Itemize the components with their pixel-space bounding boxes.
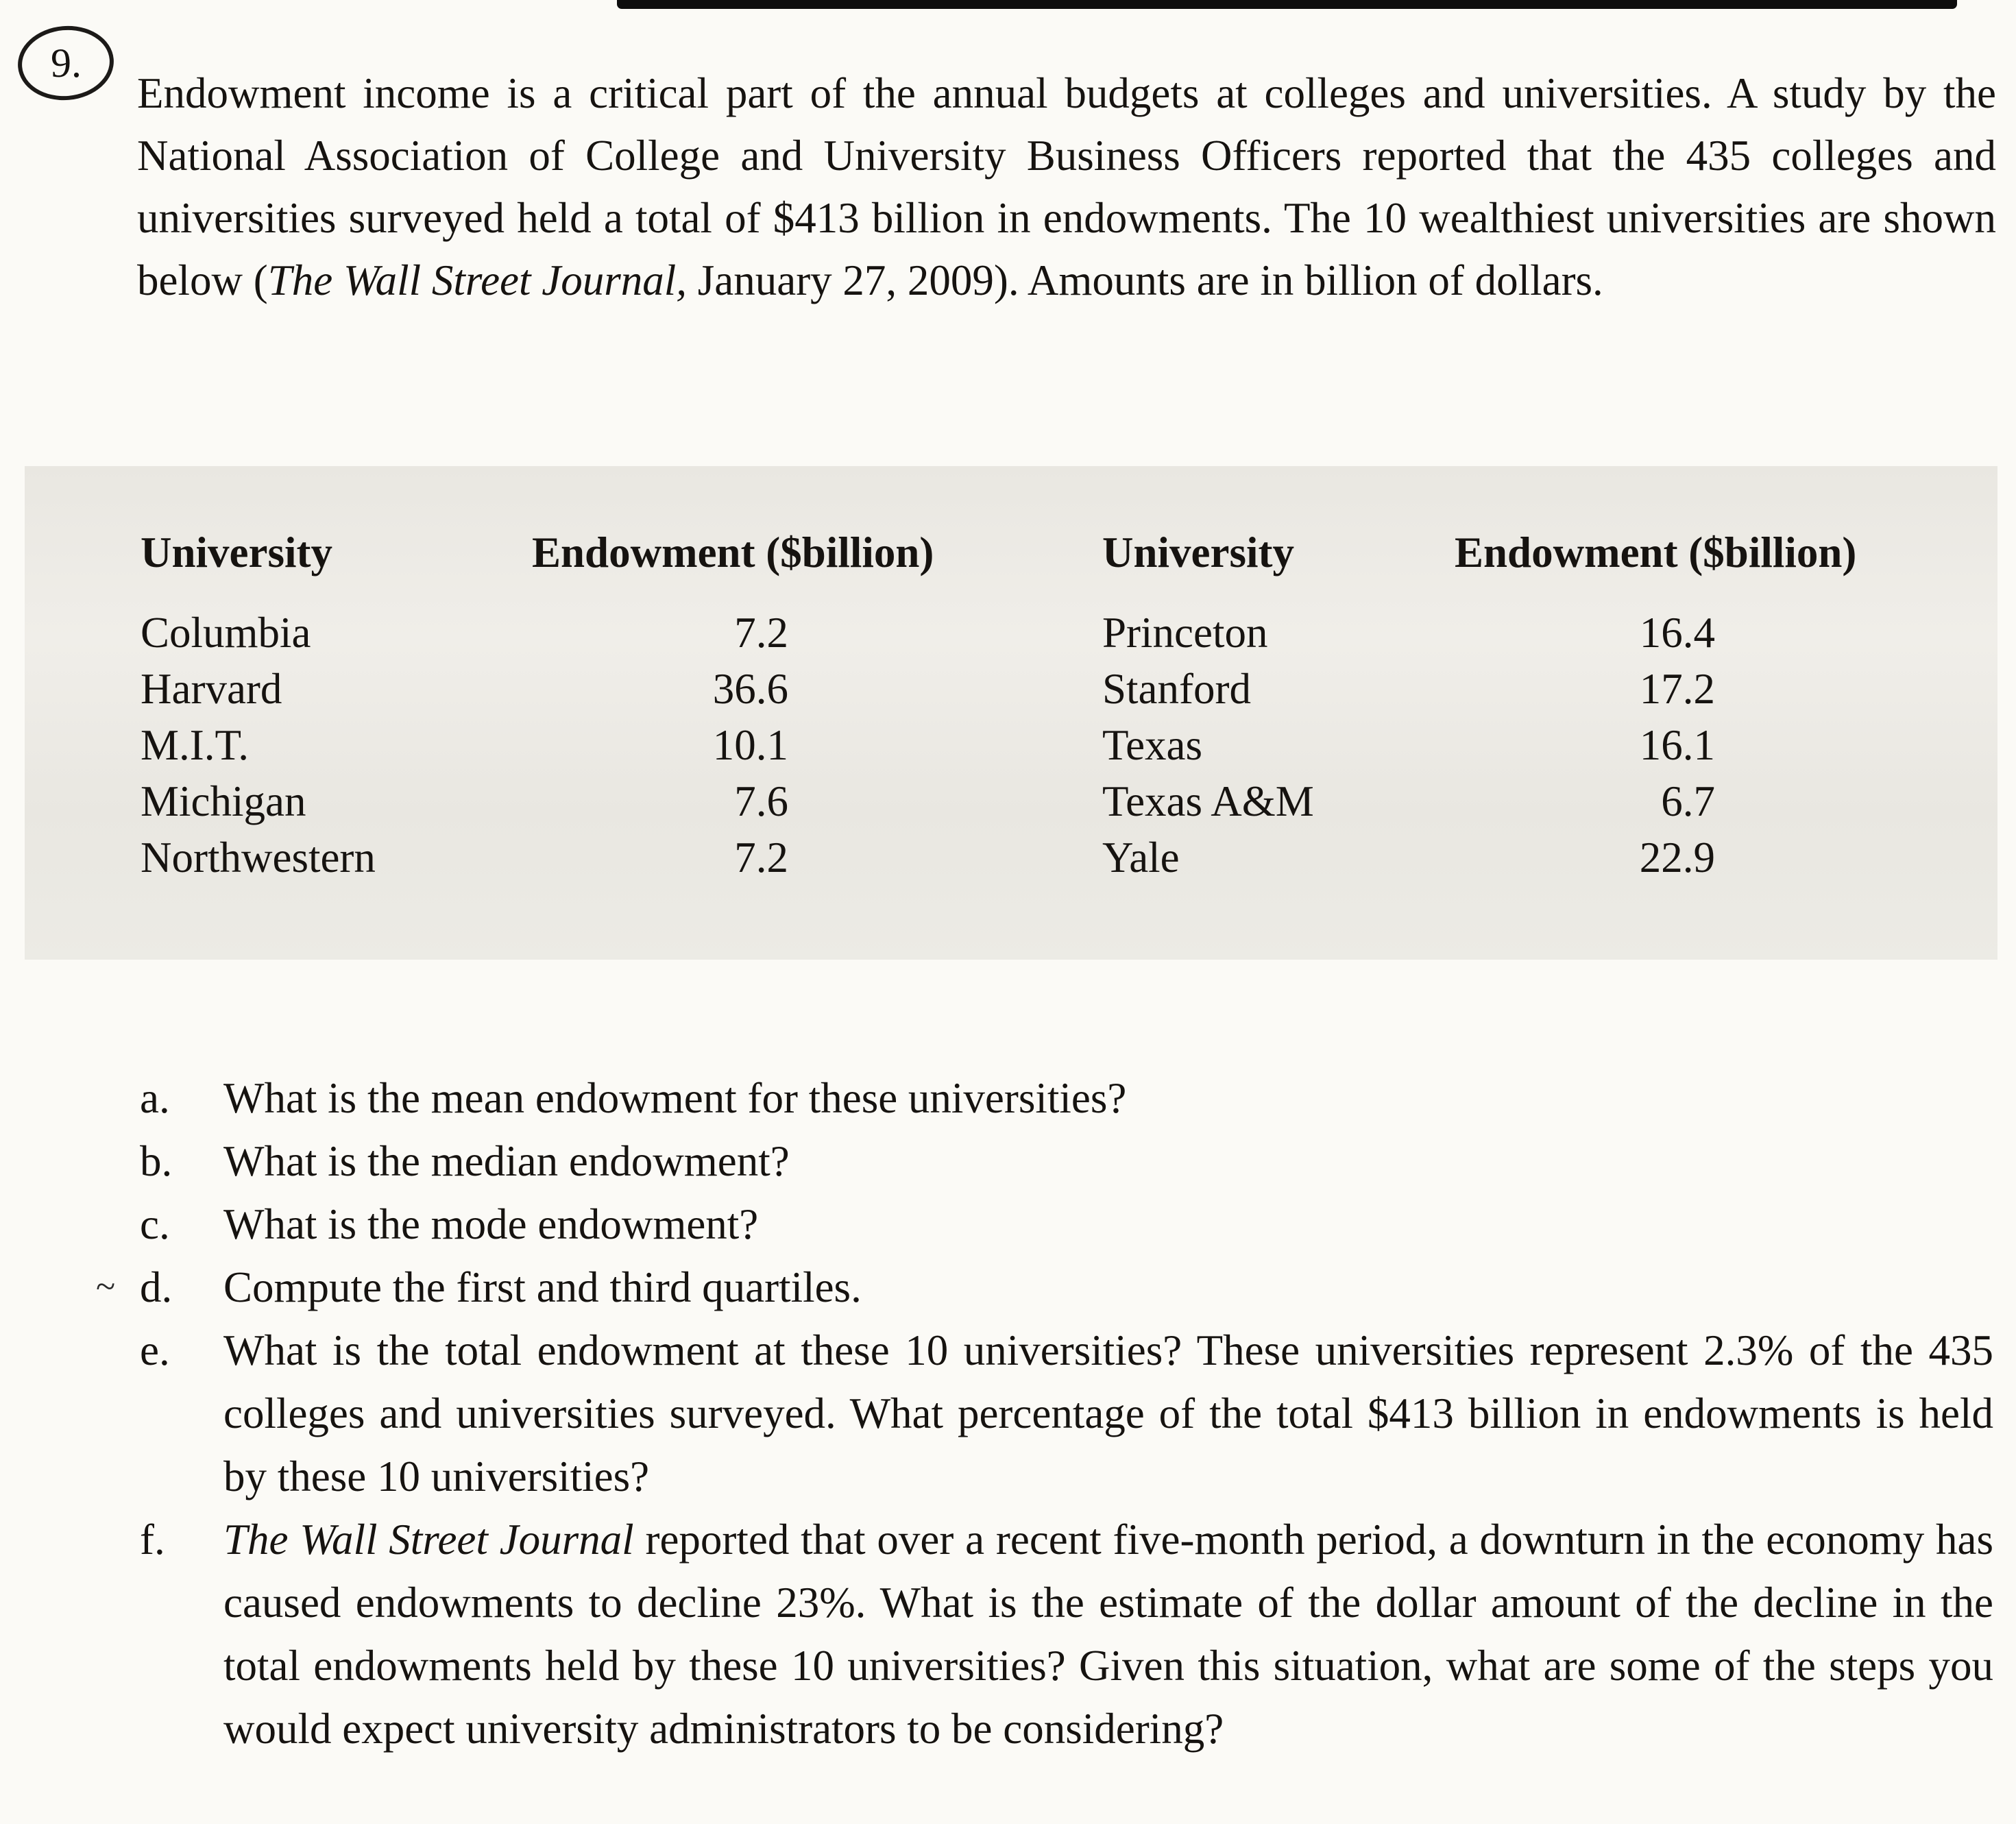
question-label: a. xyxy=(140,1074,170,1122)
table-cell-endowment: 7.2 xyxy=(734,834,788,881)
table-cell-university: Texas xyxy=(1102,721,1203,769)
table-cell-university: Harvard xyxy=(141,665,282,713)
table-cell-endowment: 7.6 xyxy=(734,777,788,825)
question-c: c. What is the mode endowment? xyxy=(96,1193,1993,1256)
table-cell-university: Texas A&M xyxy=(1102,777,1314,825)
table-cell-endowment: 10.1 xyxy=(712,721,788,769)
table-scan-background xyxy=(25,466,1997,960)
table-cell-endowment: 16.4 xyxy=(1639,609,1715,657)
journal-name-italic: The Wall Street Journal xyxy=(223,1516,634,1564)
question-text: What is the total endowment at these 10 … xyxy=(223,1326,1993,1500)
question-label: d. xyxy=(140,1263,173,1311)
question-d: ~ d. Compute the first and third quartil… xyxy=(96,1256,1993,1319)
question-f: f. The Wall Street Journal reported that… xyxy=(96,1508,1993,1760)
table-cell-university: Columbia xyxy=(141,609,311,657)
question-text: What is the median endowment? xyxy=(223,1137,790,1185)
table-header-university-right: University xyxy=(1102,528,1294,576)
question-label: f. xyxy=(140,1516,165,1564)
handwritten-margin-mark: ~ xyxy=(96,1267,116,1306)
table-cell-endowment: 6.7 xyxy=(1661,777,1715,825)
table-header-university-left: University xyxy=(141,528,332,576)
question-text: What is the mean endowment for these uni… xyxy=(223,1074,1127,1122)
table-cell-endowment: 22.9 xyxy=(1639,834,1715,881)
scan-crop-artifact xyxy=(617,0,1957,9)
question-text: What is the mode endowment? xyxy=(223,1200,759,1248)
table-cell-university: Yale xyxy=(1102,834,1180,881)
question-a: a. What is the mean endowment for these … xyxy=(96,1067,1993,1130)
question-e: e. What is the total endowment at these … xyxy=(96,1319,1993,1508)
intro-text-part1: Endowment income is a critical part of t… xyxy=(137,69,1996,304)
table-cell-university: Princeton xyxy=(1102,609,1268,657)
table-cell-university: Stanford xyxy=(1102,665,1251,713)
problem-number-circle: 9. xyxy=(14,22,117,104)
table-cell-endowment: 17.2 xyxy=(1639,665,1715,713)
table-cell-endowment: 16.1 xyxy=(1639,721,1715,769)
table-cell-endowment: 7.2 xyxy=(734,609,788,657)
question-text: The Wall Street Journal reported that ov… xyxy=(223,1508,1993,1760)
table-cell-university: M.I.T. xyxy=(141,721,250,769)
question-label: e. xyxy=(140,1326,170,1374)
question-text: Compute the first and third quartiles. xyxy=(223,1263,862,1311)
table-header-endowment-left: Endowment ($billion) xyxy=(532,528,934,576)
question-label: c. xyxy=(140,1200,170,1248)
problem-intro-paragraph: Endowment income is a critical part of t… xyxy=(137,62,1996,312)
table-cell-university: Northwestern xyxy=(141,834,376,881)
question-b: b. What is the median endowment? xyxy=(96,1130,1993,1193)
intro-text-part2: January 27, 2009). Amounts are in billio… xyxy=(687,256,1603,304)
table-cell-university: Michigan xyxy=(141,777,306,825)
problem-number: 9. xyxy=(50,40,82,86)
table-cell-endowment: 36.6 xyxy=(712,665,788,713)
question-label: b. xyxy=(140,1137,173,1185)
question-list: a. What is the mean endowment for these … xyxy=(96,1067,1993,1760)
question-text-rest: reported that over a recent five-month p… xyxy=(223,1516,1994,1753)
table-header-endowment-right: Endowment ($billion) xyxy=(1455,528,1857,576)
intro-journal-name: The Wall Street Journal, xyxy=(267,256,687,304)
